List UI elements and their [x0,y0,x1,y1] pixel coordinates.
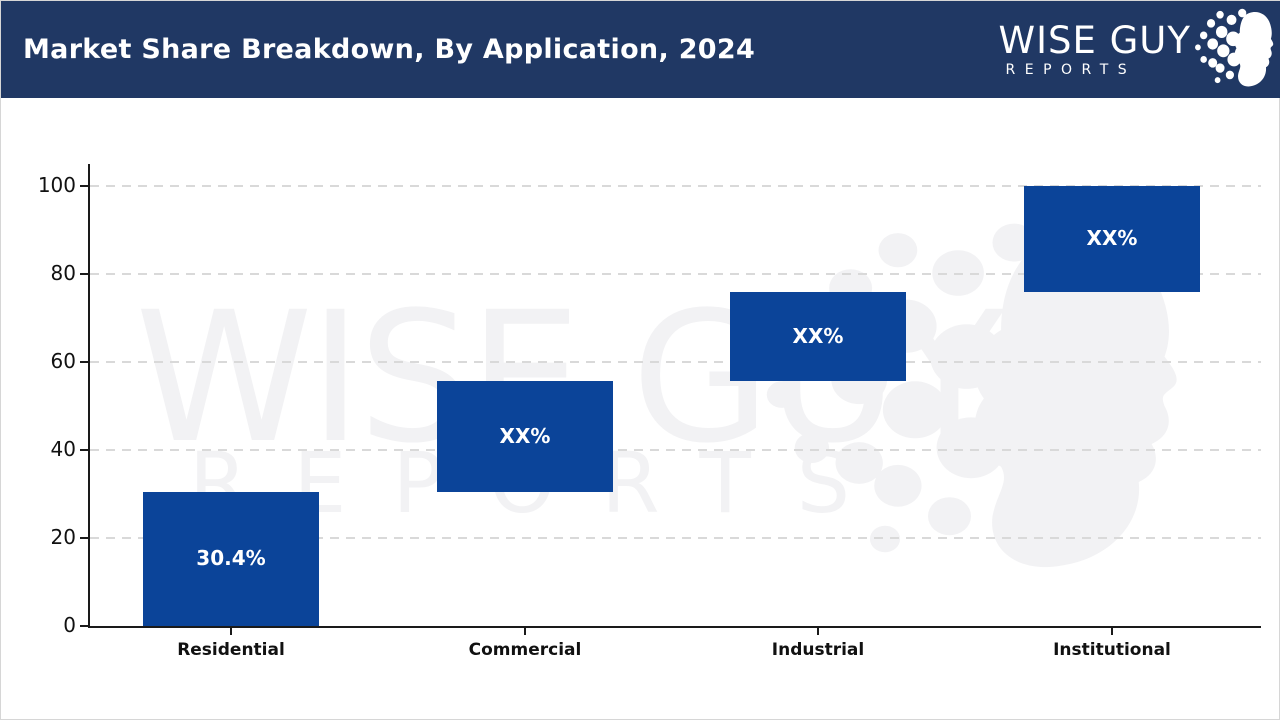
y-tick-label: 20 [50,525,76,549]
y-axis-line [88,164,90,628]
gridline [90,361,1261,363]
y-tick-mark [80,625,89,627]
logo-text: WISE GUY REPORTS [999,22,1191,78]
gridline [90,449,1261,451]
bar-commercial [437,381,613,493]
logo-head-icon [1195,8,1274,86]
bar-value-label: XX% [792,323,844,348]
wiseguy-logo: WISE GUY REPORTS [999,7,1275,93]
logo-subtitle: REPORTS [1005,61,1137,78]
gridline [90,537,1261,539]
bar-value-label: XX% [1086,226,1138,251]
bar-value-label: 30.4% [196,546,266,571]
bar-value-label: XX% [499,423,551,448]
y-tick-label: 100 [37,173,76,197]
bar-industrial [730,292,906,382]
y-tick-label: 40 [50,437,76,461]
y-tick-mark [80,185,89,187]
gridline [90,185,1261,187]
x-tick-mark [1111,627,1113,635]
gridline [90,273,1261,275]
x-tick-mark [817,627,819,635]
y-tick-mark [80,537,89,539]
y-tick-mark [80,273,89,275]
x-category-label: Industrial [771,640,865,660]
y-tick-label: 60 [50,349,76,373]
bar-residential [143,492,319,626]
y-tick-label: 0 [63,613,76,637]
chart-title: Market Share Breakdown, By Application, … [23,34,756,65]
header-bar: Market Share Breakdown, By Application, … [1,1,1280,98]
y-tick-mark [80,449,89,451]
bar-institutional [1024,186,1200,293]
x-category-label: Commercial [468,640,582,660]
y-tick-mark [80,361,89,363]
x-category-label: Institutional [1053,640,1171,660]
logo-wordmark: WISE GUY [998,18,1191,62]
x-tick-mark [524,627,526,635]
x-tick-mark [230,627,232,635]
x-category-label: Residential [177,640,285,660]
y-tick-label: 80 [50,261,76,285]
x-axis-line [88,626,1261,628]
